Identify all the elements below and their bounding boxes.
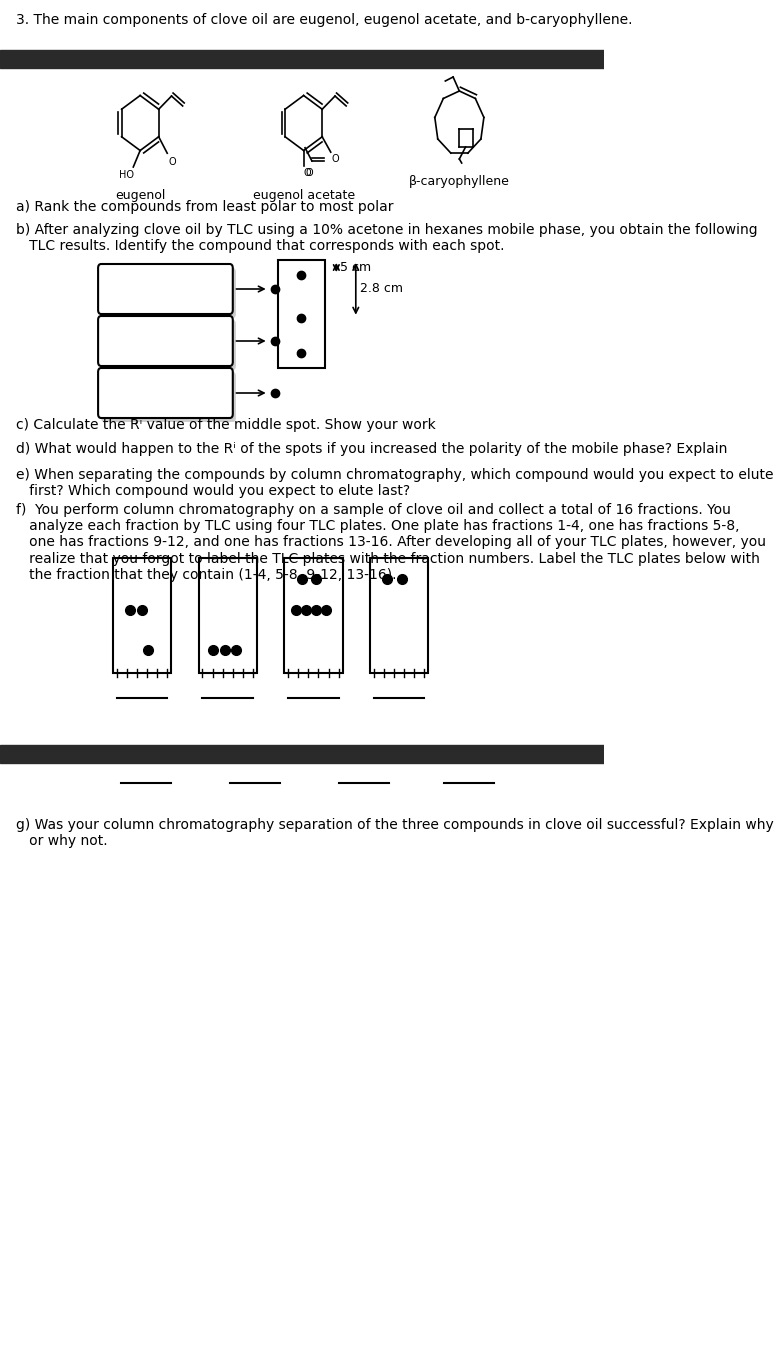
Text: 2.8 cm: 2.8 cm: [360, 282, 403, 295]
Text: eugenol: eugenol: [115, 189, 165, 202]
FancyBboxPatch shape: [101, 268, 236, 318]
Text: eugenol acetate: eugenol acetate: [252, 189, 355, 202]
FancyBboxPatch shape: [98, 263, 233, 314]
FancyBboxPatch shape: [98, 368, 233, 418]
Text: f)  You perform column chromatography on a sample of clove oil and collect a tot: f) You perform column chromatography on …: [16, 502, 766, 581]
Text: e) When separating the compounds by column chromatography, which compound would : e) When separating the compounds by colu…: [16, 469, 773, 498]
Bar: [370, 558, 428, 674]
FancyBboxPatch shape: [101, 320, 236, 369]
Text: c) Calculate the Rⁱ value of the middle spot. Show your work: c) Calculate the Rⁱ value of the middle …: [16, 418, 435, 432]
Text: a) Rank the compounds from least polar to most polar: a) Rank the compounds from least polar t…: [16, 200, 393, 215]
Text: O: O: [331, 155, 339, 164]
Text: O: O: [305, 168, 313, 178]
Bar: [278, 259, 324, 368]
Text: O: O: [169, 156, 177, 167]
Bar: [0, 746, 605, 763]
FancyBboxPatch shape: [98, 316, 233, 367]
Text: β-caryophyllene: β-caryophyllene: [409, 175, 510, 187]
Text: g) Was your column chromatography separation of the three compounds in clove oil: g) Was your column chromatography separa…: [16, 818, 774, 849]
Text: 3. The main components of clove oil are eugenol, eugenol acetate, and b-caryophy: 3. The main components of clove oil are …: [16, 14, 632, 27]
FancyBboxPatch shape: [101, 372, 236, 422]
Bar: [113, 558, 171, 674]
Text: d) What would happen to the Rⁱ of the spots if you increased the polarity of the: d) What would happen to the Rⁱ of the sp…: [16, 441, 727, 456]
Bar: [199, 558, 257, 674]
Bar: [284, 558, 342, 674]
Text: 5 cm: 5 cm: [340, 261, 372, 274]
Text: HO: HO: [119, 170, 133, 181]
Text: b) After analyzing clove oil by TLC using a 10% acetone in hexanes mobile phase,: b) After analyzing clove oil by TLC usin…: [16, 223, 757, 253]
Text: O: O: [303, 167, 311, 178]
Bar: [0, 50, 605, 68]
